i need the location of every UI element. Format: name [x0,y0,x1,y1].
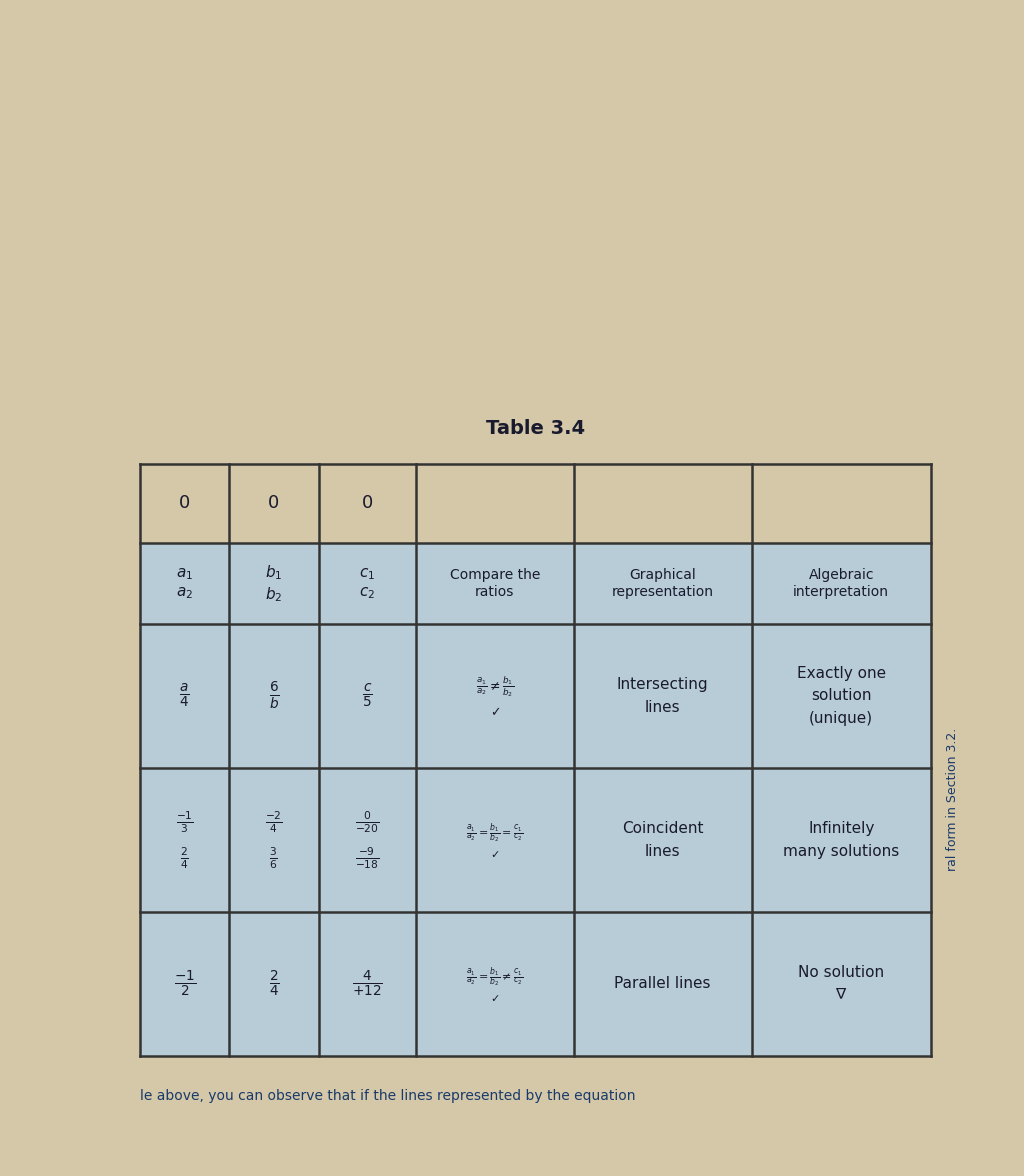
Text: $\frac{-2}{4}$
$\frac{3}{6}$: $\frac{-2}{4}$ $\frac{3}{6}$ [265,809,283,870]
Text: $\frac{a_1}{a_2} \neq \frac{b_1}{b_2}$
$\checkmark$: $\frac{a_1}{a_2} \neq \frac{b_1}{b_2}$ $… [476,674,514,717]
Text: 0: 0 [268,494,280,513]
Text: $\frac{c}{5}$: $\frac{c}{5}$ [362,682,373,710]
Text: $\frac{a_1}{a_2} = \frac{b_1}{b_2} \neq \frac{c_1}{c_2}$
$\checkmark$: $\frac{a_1}{a_2} = \frac{b_1}{b_2} \neq … [466,964,523,1003]
Text: $c_1$
$c_2$: $c_1$ $c_2$ [359,566,376,601]
Bar [140,543,931,1056]
Text: ral form in Section 3.2.: ral form in Section 3.2. [945,728,958,871]
Text: $\frac{-1}{2}$: $\frac{-1}{2}$ [173,969,196,1000]
Text: 0: 0 [361,494,373,513]
Text: Graphical
representation: Graphical representation [611,568,714,599]
Text: Coincident
lines: Coincident lines [622,821,703,858]
Text: Exactly one
solution
(unique): Exactly one solution (unique) [797,667,886,726]
Text: Intersecting
lines: Intersecting lines [616,677,709,715]
Text: $a_1$
$a_2$: $a_1$ $a_2$ [176,566,194,601]
Text: Compare the
ratios: Compare the ratios [450,568,540,599]
Text: $\frac{4}{+12}$: $\frac{4}{+12}$ [352,969,383,1000]
Text: $b_1$
$b_2$: $b_1$ $b_2$ [265,563,283,603]
Text: Parallel lines: Parallel lines [614,976,711,991]
Text: le above, you can observe that if the lines represented by the equation: le above, you can observe that if the li… [140,1089,636,1103]
Text: No solution
$\nabla$: No solution $\nabla$ [798,965,885,1003]
Text: $\frac{2}{4}$: $\frac{2}{4}$ [268,969,280,1000]
Text: 0: 0 [179,494,190,513]
Text: Infinitely
many solutions: Infinitely many solutions [783,821,899,858]
Text: $\frac{0}{-20}$
$\frac{-9}{-18}$: $\frac{0}{-20}$ $\frac{-9}{-18}$ [355,809,380,870]
Text: $\frac{-1}{3}$
$\frac{2}{4}$: $\frac{-1}{3}$ $\frac{2}{4}$ [176,809,194,870]
Text: $\frac{a}{4}$: $\frac{a}{4}$ [179,682,190,710]
Text: $\frac{6}{b}$: $\frac{6}{b}$ [268,681,280,711]
Text: Algebraic
interpretation: Algebraic interpretation [794,568,889,599]
Text: Table 3.4: Table 3.4 [485,420,585,439]
Text: $\frac{a_1}{a_2} = \frac{b_1}{b_2} = \frac{c_1}{c_2}$
$\checkmark$: $\frac{a_1}{a_2} = \frac{b_1}{b_2} = \fr… [466,821,523,860]
